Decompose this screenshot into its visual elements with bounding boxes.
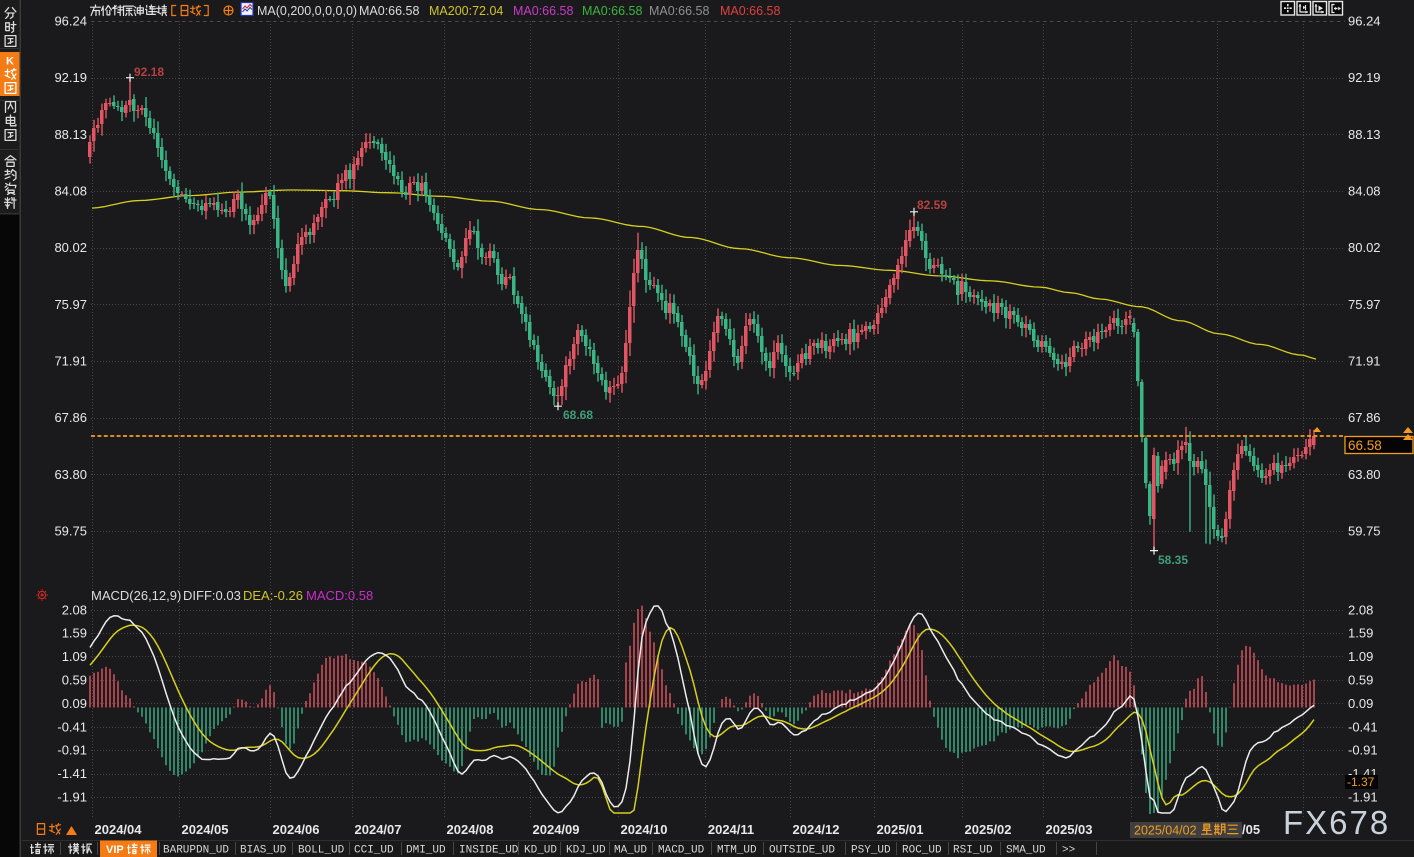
svg-text:84.08: 84.08	[54, 184, 87, 199]
svg-text:MA_UD: MA_UD	[614, 845, 647, 857]
svg-text:MA0:66.58: MA0:66.58	[720, 4, 781, 18]
svg-text:2024/07: 2024/07	[355, 822, 402, 837]
svg-text:KDJ_UD: KDJ_UD	[566, 845, 606, 857]
svg-text:2024/06: 2024/06	[273, 822, 320, 837]
svg-text:63.80: 63.80	[1348, 467, 1381, 482]
svg-text:58.35: 58.35	[1158, 553, 1188, 567]
svg-text:K: K	[6, 56, 14, 68]
svg-text:DMI_UD: DMI_UD	[406, 845, 446, 857]
svg-text:2024/11: 2024/11	[708, 822, 754, 837]
svg-text:MTM_UD: MTM_UD	[717, 845, 757, 857]
svg-text:82.59: 82.59	[917, 198, 947, 212]
svg-text:2025/03: 2025/03	[1046, 822, 1093, 837]
svg-text:BOLL_UD: BOLL_UD	[298, 845, 345, 857]
svg-text:2024/05: 2024/05	[182, 822, 229, 837]
svg-text:SMA_UD: SMA_UD	[1006, 845, 1046, 857]
svg-text:-0.41: -0.41	[57, 719, 87, 734]
svg-text:2.08: 2.08	[1348, 603, 1373, 618]
svg-text:71.91: 71.91	[54, 354, 87, 369]
svg-text:BIAS_UD: BIAS_UD	[240, 845, 287, 857]
svg-text:71.91: 71.91	[1348, 354, 1381, 369]
svg-text:MACD(26,12,9): MACD(26,12,9)	[91, 588, 181, 603]
svg-text:-1.37: -1.37	[1347, 775, 1375, 789]
svg-text:>>: >>	[1062, 845, 1075, 857]
svg-text:68.68: 68.68	[563, 408, 593, 422]
svg-text:75.97: 75.97	[1348, 297, 1381, 312]
svg-text:88.13: 88.13	[54, 127, 87, 142]
svg-text:88.13: 88.13	[1348, 127, 1381, 142]
svg-text:-1.91: -1.91	[1348, 790, 1378, 805]
svg-text:-0.41: -0.41	[1348, 719, 1378, 734]
svg-text:MA200:72.04: MA200:72.04	[429, 4, 503, 18]
svg-text:66.58: 66.58	[1348, 438, 1382, 453]
svg-text:DIFF:0.03: DIFF:0.03	[183, 588, 241, 603]
svg-text:67.86: 67.86	[1348, 410, 1381, 425]
svg-text:84.08: 84.08	[1348, 184, 1381, 199]
svg-text:FX678: FX678	[1283, 804, 1390, 841]
svg-text:1.09: 1.09	[1348, 649, 1373, 664]
svg-text:92.19: 92.19	[1348, 70, 1381, 85]
svg-text:2025/04/02: 2025/04/02	[1134, 824, 1197, 838]
svg-text:63.80: 63.80	[54, 467, 87, 482]
svg-text:/05: /05	[1242, 822, 1260, 837]
svg-text:2024/08: 2024/08	[447, 822, 494, 837]
svg-text:MACD_UD: MACD_UD	[658, 845, 705, 857]
svg-text:1.59: 1.59	[62, 626, 87, 641]
svg-text:59.75: 59.75	[1348, 524, 1381, 539]
svg-text:CCI_UD: CCI_UD	[354, 845, 394, 857]
svg-text:OUTSIDE_UD: OUTSIDE_UD	[769, 845, 835, 857]
svg-text:96.24: 96.24	[54, 14, 87, 29]
svg-text:2024/04: 2024/04	[95, 822, 143, 837]
svg-text:VIP: VIP	[106, 844, 124, 856]
svg-text:-0.91: -0.91	[1348, 743, 1378, 758]
svg-text:80.02: 80.02	[54, 240, 87, 255]
svg-text:0.09: 0.09	[62, 696, 87, 711]
svg-text:67.86: 67.86	[54, 410, 87, 425]
svg-text:92.18: 92.18	[134, 65, 164, 79]
svg-text:59.75: 59.75	[54, 524, 87, 539]
svg-text:0.59: 0.59	[1348, 672, 1373, 687]
svg-text:RSI_UD: RSI_UD	[953, 845, 993, 857]
svg-text:-1.41: -1.41	[57, 766, 87, 781]
svg-text:MA0:66.58: MA0:66.58	[513, 4, 574, 18]
svg-text:BARUPDN_UD: BARUPDN_UD	[163, 845, 229, 857]
svg-text:2024/09: 2024/09	[533, 822, 580, 837]
svg-text:ROC_UD: ROC_UD	[902, 845, 942, 857]
svg-text:MA0:66.58: MA0:66.58	[649, 4, 710, 18]
svg-text:2025/02: 2025/02	[965, 822, 1012, 837]
svg-text:MA0:66.58: MA0:66.58	[582, 4, 643, 18]
svg-text:1.59: 1.59	[1348, 626, 1373, 641]
svg-text:2024/10: 2024/10	[621, 822, 668, 837]
svg-text:MA(0,200,0,0,0,0): MA(0,200,0,0,0,0)	[257, 4, 357, 18]
svg-text:PSY_UD: PSY_UD	[851, 845, 891, 857]
svg-text:2.08: 2.08	[62, 603, 87, 618]
svg-text:0.59: 0.59	[62, 672, 87, 687]
svg-text:0.09: 0.09	[1348, 696, 1373, 711]
svg-text:-1.91: -1.91	[57, 790, 87, 805]
svg-text:DEA:-0.26: DEA:-0.26	[243, 588, 303, 603]
svg-text:MACD:0.58: MACD:0.58	[306, 588, 373, 603]
svg-text:92.19: 92.19	[54, 70, 87, 85]
svg-text:2024/12: 2024/12	[793, 822, 840, 837]
svg-text:-0.91: -0.91	[57, 743, 87, 758]
svg-text:96.24: 96.24	[1348, 14, 1381, 29]
svg-text:INSIDE_UD: INSIDE_UD	[459, 845, 519, 857]
svg-text:KD_UD: KD_UD	[524, 845, 557, 857]
svg-text:80.02: 80.02	[1348, 240, 1381, 255]
svg-text:MA0:66.58: MA0:66.58	[359, 4, 420, 18]
svg-text:2025/01: 2025/01	[877, 822, 924, 837]
svg-text:1.09: 1.09	[62, 649, 87, 664]
svg-text:75.97: 75.97	[54, 297, 87, 312]
